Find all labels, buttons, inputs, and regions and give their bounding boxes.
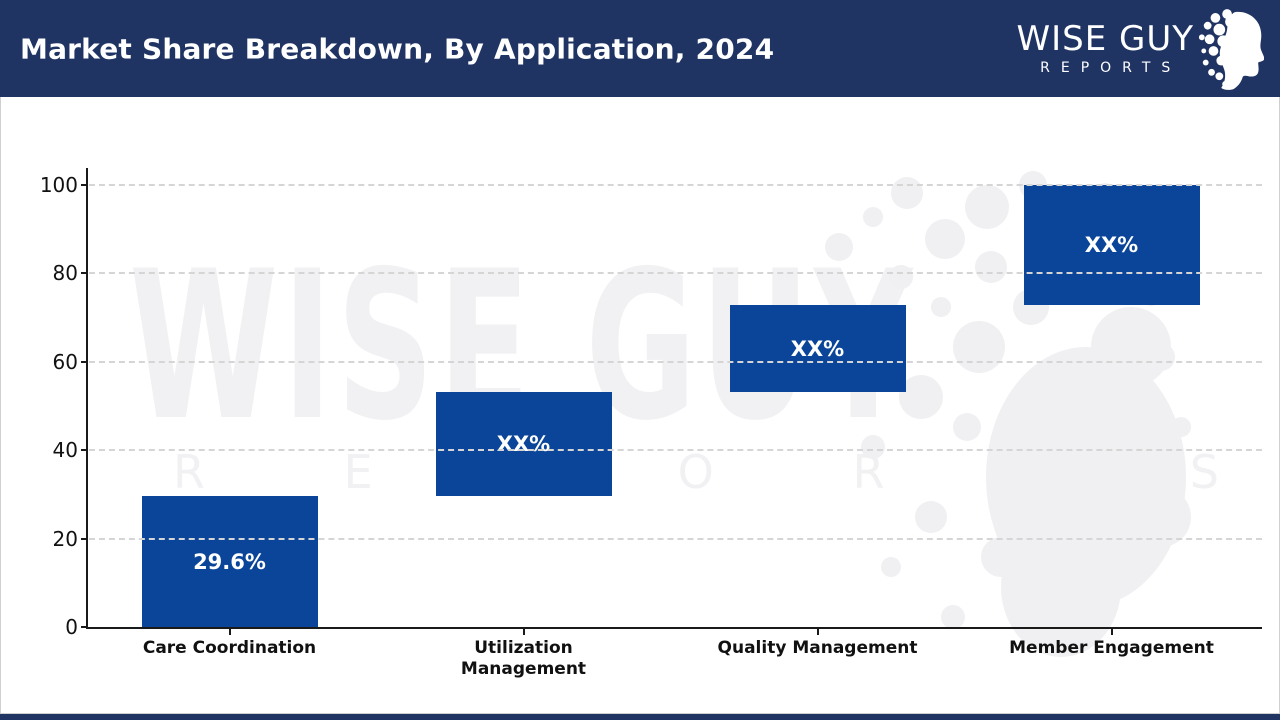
y-tick-mark [81,184,88,186]
bar-utilization-management: XX% [435,392,612,497]
category-label-member-engagement: Member Engagement [1009,638,1214,658]
y-tick-mark [81,449,88,452]
logo-wiseguy-text: WISE GUY [1016,18,1194,59]
logo-reports-text: REPORTS [1040,60,1182,77]
category-label-utilization-management: Utilization Management [460,638,587,679]
gridline-100 [89,184,1262,186]
brand-wordmark: WISE GUY REPORTS [1016,18,1194,77]
x-tick-mark [228,629,231,635]
bar-value-label: XX% [496,432,551,457]
category-label-care-coordination: Care Coordination [142,638,317,658]
y-tick-mark [81,360,88,363]
y-tick-label: 20 [52,526,78,551]
y-tick-label: 60 [52,349,78,374]
gridline-60 [89,360,1262,363]
bar-value-label: XX% [1084,233,1139,258]
page-title: Market Share Breakdown, By Application, … [20,32,775,65]
y-tick-label: 80 [52,261,78,286]
brand-logo: WISE GUY REPORTS [1016,4,1264,94]
logo-face-icon [1198,9,1264,90]
x-tick-mark [816,629,819,635]
category-label-quality-management: Quality Management [717,638,918,658]
y-axis [86,168,88,629]
y-tick-label: 0 [65,615,78,639]
bar-member-engagement: XX% [1023,185,1200,306]
bar-care-coordination: 29.6% [141,496,318,627]
gridline-20 [89,537,1262,540]
y-tick-mark [81,626,88,628]
y-tick-label: 40 [52,438,78,463]
x-tick-mark [1110,629,1113,635]
bar-value-label: 29.6% [193,549,266,574]
y-tick-mark [81,272,88,275]
gridline-80 [89,272,1262,275]
bar-quality-management: XX% [729,305,906,393]
bar-value-label: XX% [790,336,845,361]
waterfall-chart: 0 20 40 60 80 100 29.6% Care Coordination XX% Uti… [0,97,1280,714]
header-bar: Market Share Breakdown, By Application, … [0,0,1280,97]
x-axis [86,627,1262,629]
x-tick-mark [522,629,525,635]
footer-bar [0,714,1280,720]
gridline-40 [89,449,1262,452]
y-tick-mark [81,537,88,540]
y-tick-label: 100 [39,173,78,197]
